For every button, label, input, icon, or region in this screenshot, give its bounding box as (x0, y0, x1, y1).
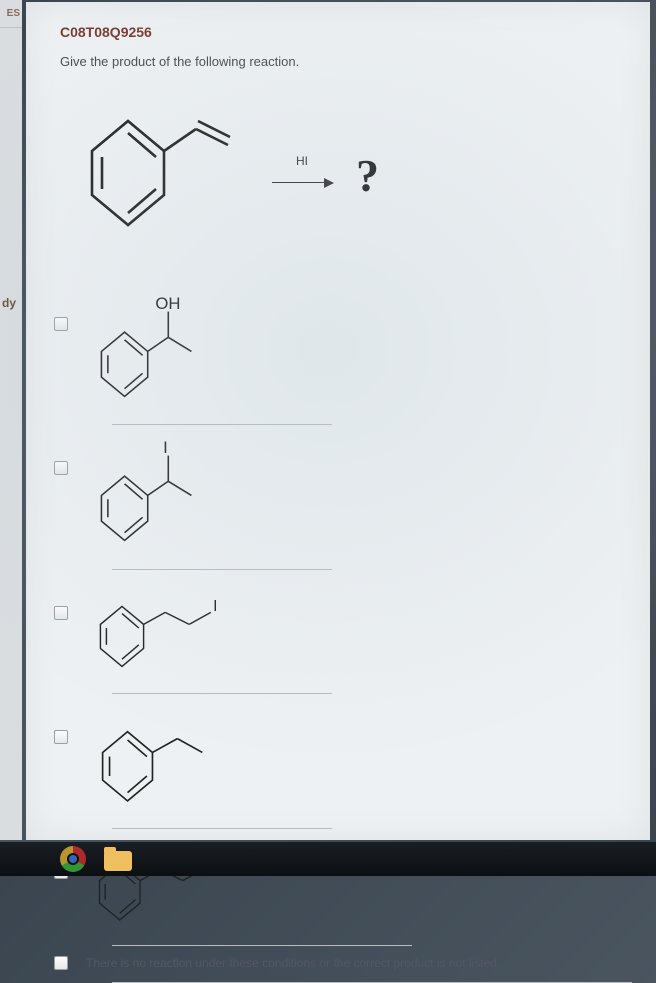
os-taskbar (0, 842, 656, 876)
product-unknown-icon: ? (356, 149, 379, 202)
question-page: C08T08Q9256 Give the product of the foll… (26, 2, 650, 840)
option-d-checkbox[interactable] (54, 730, 68, 744)
answer-options: OH I (54, 291, 644, 983)
option-b-structure: I (86, 435, 266, 558)
option-c-substituent: I (213, 598, 217, 615)
left-sidebar: dy (0, 28, 22, 840)
option-none-checkbox[interactable] (54, 956, 68, 970)
left-sidebar-label: dy (0, 296, 20, 310)
option-a: OH (54, 291, 644, 418)
chrome-icon[interactable] (60, 846, 86, 872)
divider (112, 828, 332, 829)
option-b: I (54, 435, 644, 562)
question-prompt: Give the product of the following reacti… (60, 54, 644, 69)
option-b-substituent: I (163, 438, 168, 457)
reagent-label: HI (296, 154, 308, 168)
divider (112, 569, 332, 570)
option-a-checkbox[interactable] (54, 317, 68, 331)
divider (112, 693, 332, 694)
option-none-text: There is no reaction under these conditi… (86, 956, 500, 970)
reaction-arrow: HI (272, 168, 332, 183)
option-d-structure (86, 704, 266, 818)
reaction-scheme: HI ? (68, 85, 644, 265)
option-a-substituent: OH (155, 294, 180, 313)
file-explorer-icon[interactable] (104, 851, 132, 871)
divider (112, 945, 412, 946)
option-none: There is no reaction under these conditi… (54, 956, 644, 974)
option-b-checkbox[interactable] (54, 461, 68, 475)
question-code: C08T08Q9256 (60, 24, 644, 40)
option-a-structure: OH (86, 291, 266, 414)
divider (112, 424, 332, 425)
starting-material-styrene (68, 85, 248, 265)
option-d (54, 704, 644, 822)
option-c-structure: I (86, 580, 266, 683)
truncated-tab: ES (0, 0, 22, 28)
option-c: I (54, 580, 644, 687)
option-c-checkbox[interactable] (54, 606, 68, 620)
